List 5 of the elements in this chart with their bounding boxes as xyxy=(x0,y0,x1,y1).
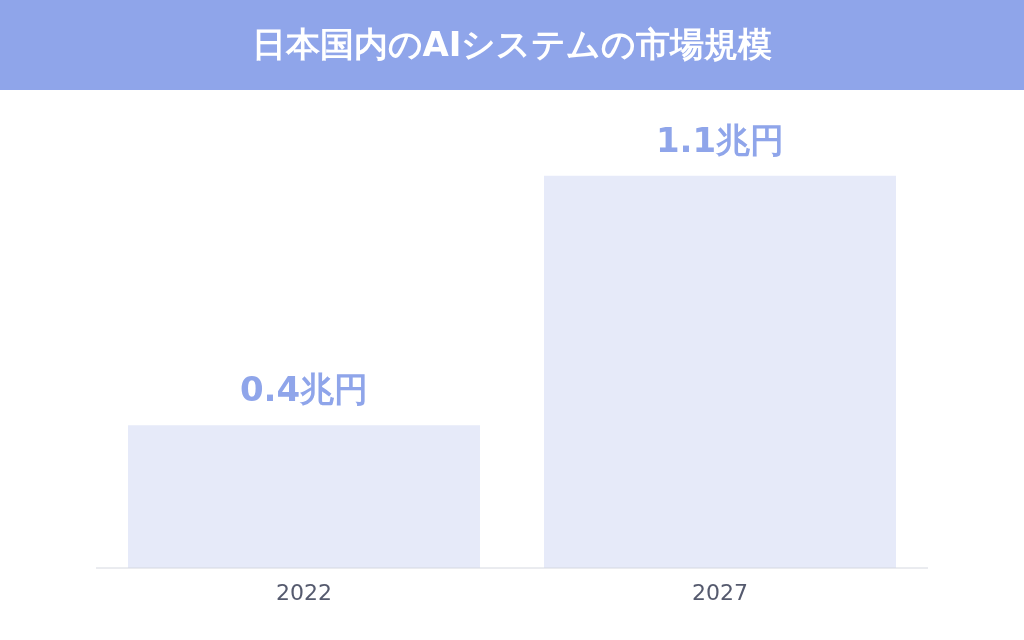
x-tick-label: 2022 xyxy=(276,579,332,605)
data-label: 1.1兆円 xyxy=(655,119,785,160)
x-tick-label: 2027 xyxy=(692,579,748,605)
data-label: 0.4兆円 xyxy=(239,369,369,410)
chart-title: 日本国内のAIシステムの市場規模 xyxy=(0,0,1024,90)
